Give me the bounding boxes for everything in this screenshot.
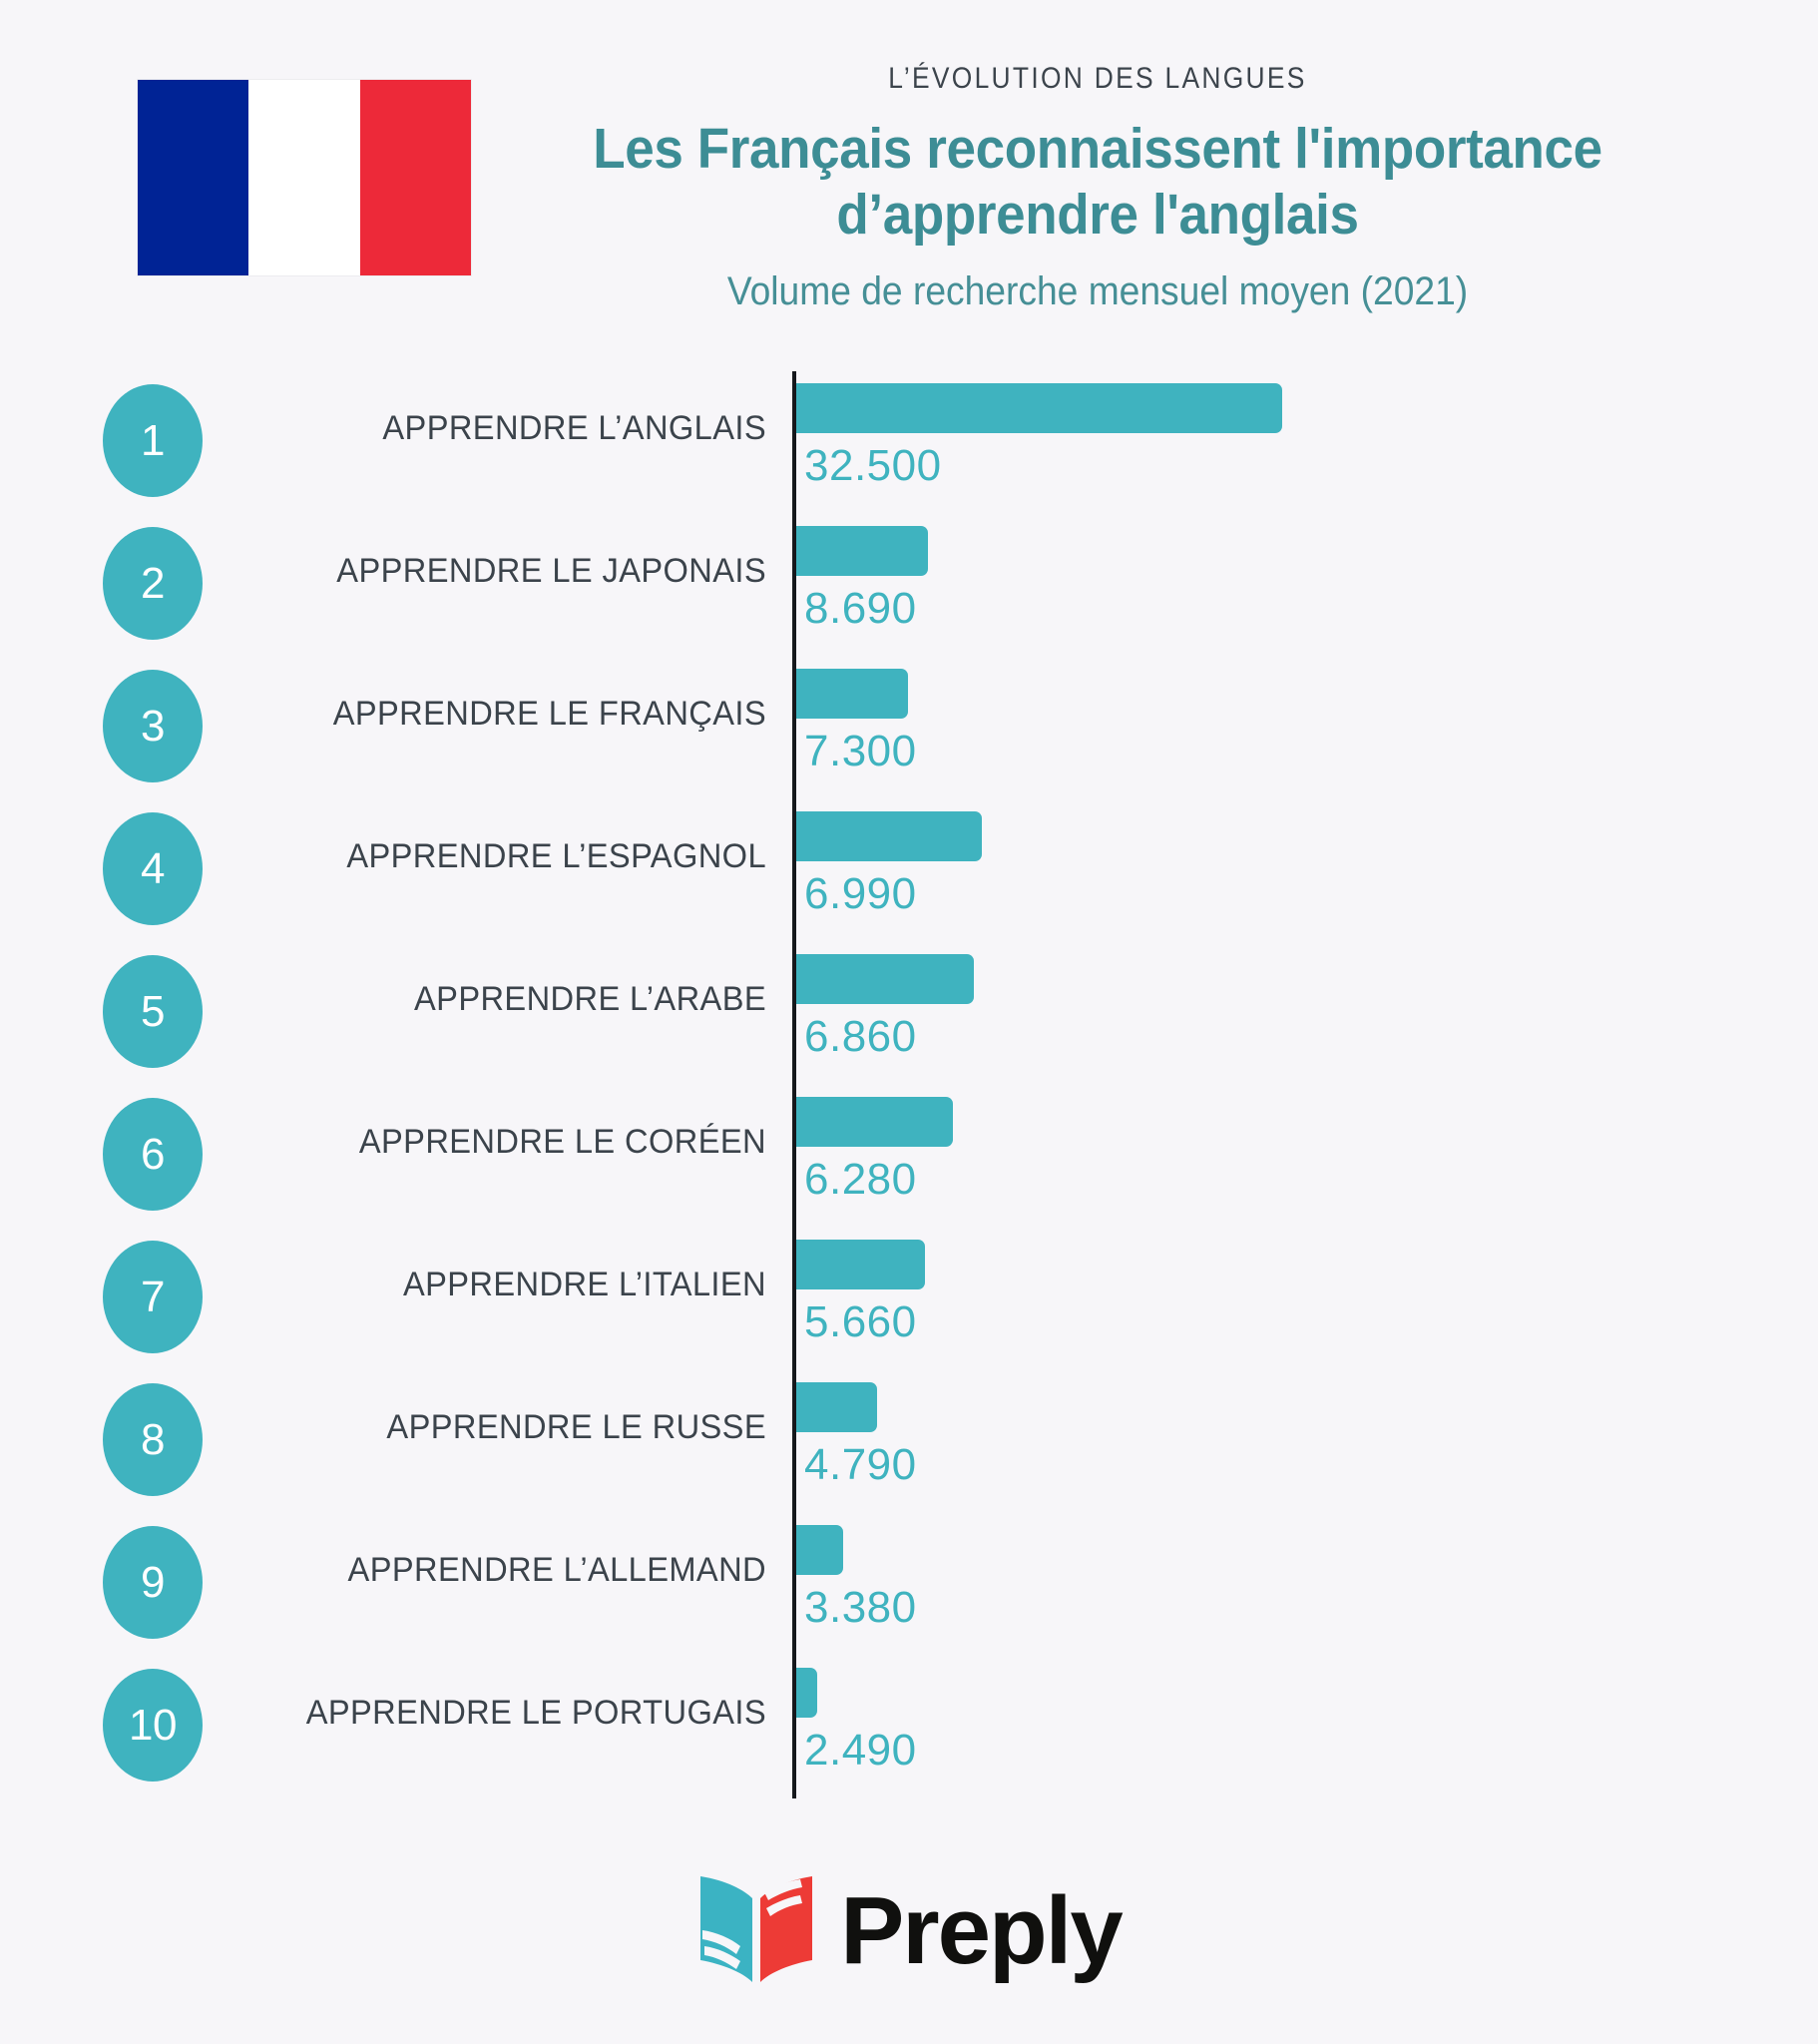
bar: [796, 1097, 953, 1147]
flag-stripe-blue: [138, 80, 249, 275]
chart-axis-line: [792, 371, 796, 1798]
brand-name: Preply: [840, 1877, 1123, 1984]
bar-value-label: 4.790: [804, 1440, 917, 1489]
bar-value-label: 3.380: [804, 1583, 917, 1632]
category-label: APPRENDRE L’ANGLAIS: [382, 409, 766, 447]
bar-value-label: 2.490: [804, 1726, 917, 1775]
page-title-line-2: d’apprendre l'anglais: [836, 182, 1359, 247]
category-label: APPRENDRE L’ARABE: [414, 980, 766, 1018]
rank-badge: 9: [103, 1526, 203, 1639]
france-flag-icon: [138, 80, 471, 275]
bar: [796, 1668, 817, 1718]
page-title: Les Français reconnaissent l'importance …: [522, 117, 1672, 248]
rank-badge: 5: [103, 955, 203, 1068]
page-title-line-1: Les Français reconnaissent l'importance: [593, 117, 1602, 181]
rank-badge: 7: [103, 1241, 203, 1353]
flag-stripe-red: [359, 80, 471, 275]
chart-row: 9 APPRENDRE L’ALLEMAND 3.380: [0, 1513, 1818, 1656]
bar: [796, 669, 908, 719]
bar-value-label: 7.300: [804, 727, 917, 775]
rank-badge: 8: [103, 1383, 203, 1496]
category-label: APPRENDRE LE JAPONAIS: [336, 552, 766, 590]
bar-value-label: 6.860: [804, 1012, 917, 1061]
rank-badge: 2: [103, 527, 203, 640]
rank-badge: 4: [103, 812, 203, 925]
chart-row: 8 APPRENDRE LE RUSSE 4.790: [0, 1370, 1818, 1513]
open-book-icon: [700, 1876, 813, 1982]
page-subtitle: Volume de recherche mensuel moyen (2021): [726, 269, 1469, 314]
category-label: APPRENDRE L’ALLEMAND: [347, 1551, 766, 1589]
bar-value-label: 8.690: [804, 584, 917, 633]
category-label: APPRENDRE LE CORÉEN: [358, 1123, 766, 1161]
bar: [796, 526, 928, 576]
rank-badge: 10: [103, 1669, 203, 1782]
chart-row: 10 APPRENDRE LE PORTUGAIS 2.490: [0, 1656, 1818, 1798]
category-label: APPRENDRE LE FRANÇAIS: [332, 695, 766, 733]
bar-value-label: 6.990: [804, 869, 917, 918]
chart-row: 5 APPRENDRE L’ARABE 6.860: [0, 942, 1818, 1085]
bar: [796, 1240, 925, 1289]
footer-brand: Preply: [0, 1836, 1818, 2026]
category-label: APPRENDRE L’ITALIEN: [402, 1266, 766, 1303]
kicker-text: L’ÉVOLUTION DES LANGUES: [888, 62, 1307, 95]
bar: [796, 1382, 877, 1432]
category-label: APPRENDRE LE RUSSE: [386, 1408, 766, 1446]
bar-chart: 1 APPRENDRE L’ANGLAIS 32.500 2 APPRENDRE LE …: [0, 371, 1818, 1798]
rank-badge: 6: [103, 1098, 203, 1211]
chart-row: 4 APPRENDRE L’ESPAGNOL 6.990: [0, 799, 1818, 942]
chart-row: 7 APPRENDRE L’ITALIEN 5.660: [0, 1228, 1818, 1370]
flag-stripe-white: [248, 80, 360, 275]
chart-row: 2 APPRENDRE LE JAPONAIS 8.690: [0, 514, 1818, 657]
category-label: APPRENDRE LE PORTUGAIS: [305, 1694, 766, 1732]
category-label: APPRENDRE L’ESPAGNOL: [346, 837, 766, 875]
chart-row: 3 APPRENDRE LE FRANÇAIS 7.300: [0, 657, 1818, 799]
bar-value-label: 6.280: [804, 1155, 917, 1204]
bar: [796, 383, 1282, 433]
header-text-block: L’ÉVOLUTION DES LANGUES Les Français rec…: [479, 62, 1716, 313]
bar: [796, 811, 982, 861]
chart-row: 1 APPRENDRE L’ANGLAIS 32.500: [0, 371, 1818, 514]
bar-value-label: 5.660: [804, 1297, 917, 1346]
rank-badge: 3: [103, 670, 203, 782]
chart-row: 6 APPRENDRE LE CORÉEN 6.280: [0, 1085, 1818, 1228]
header: L’ÉVOLUTION DES LANGUES Les Français rec…: [0, 0, 1818, 344]
bar-value-label: 32.500: [804, 441, 942, 490]
bar: [796, 1525, 843, 1575]
rank-badge: 1: [103, 384, 203, 497]
bar: [796, 954, 974, 1004]
